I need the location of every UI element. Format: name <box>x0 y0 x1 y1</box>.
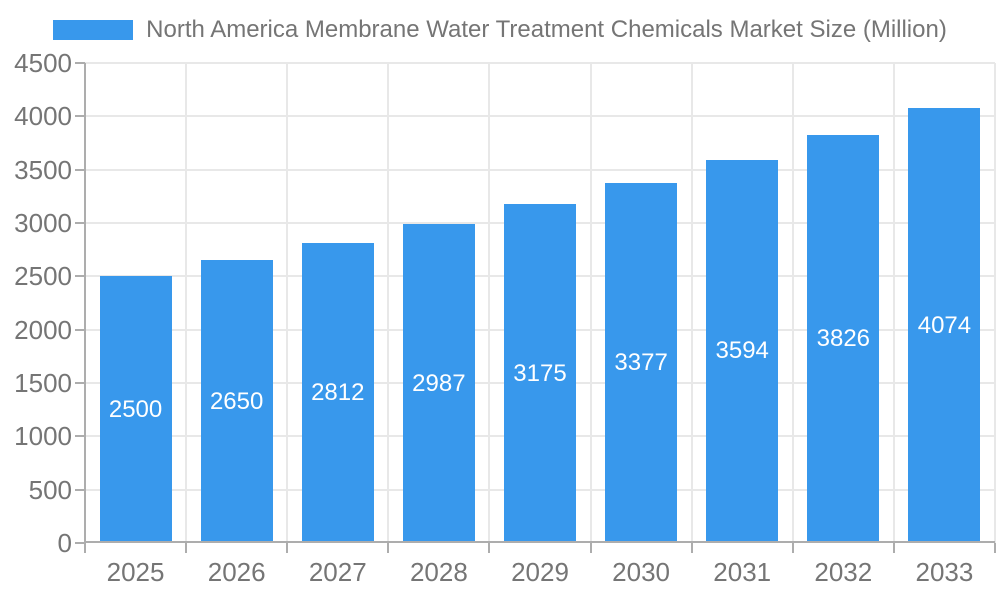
x-tick-mark <box>387 543 390 553</box>
y-tick-mark <box>75 168 85 171</box>
bar-value-label: 3826 <box>816 324 871 352</box>
bar-value-label: 2500 <box>108 395 163 423</box>
bar-value-label: 2812 <box>311 379 365 407</box>
x-tick-label: 2031 <box>713 557 772 587</box>
bar-2033[interactable] <box>908 108 981 541</box>
bar-2031[interactable] <box>706 159 779 541</box>
y-tick-mark <box>75 275 85 278</box>
y-tick-label: 4000 <box>14 101 72 132</box>
y-tick-label: 0 <box>57 528 72 558</box>
bar-2027[interactable] <box>301 243 374 541</box>
v-gridline <box>387 63 390 543</box>
x-tick-label: 2027 <box>308 557 367 587</box>
x-tick-mark <box>84 543 86 553</box>
bar-2030[interactable] <box>605 182 678 541</box>
y-tick-mark <box>75 62 85 64</box>
y-tick-mark <box>75 488 85 491</box>
x-tick-label: 2033 <box>915 557 974 587</box>
legend-swatch <box>53 20 134 40</box>
x-tick-label: 2026 <box>207 557 266 587</box>
h-gridline <box>85 168 995 171</box>
y-tick-label: 3500 <box>14 154 72 185</box>
x-tick-mark <box>185 543 188 553</box>
bar-value-label: 3377 <box>614 348 668 376</box>
y-axis-line <box>84 63 86 543</box>
x-tick-mark <box>589 543 592 553</box>
legend[interactable]: North America Membrane Water Treatment C… <box>0 16 1000 44</box>
y-tick-label: 2500 <box>14 261 72 292</box>
x-tick-mark <box>488 543 491 553</box>
bar-2028[interactable] <box>402 224 475 541</box>
bar-2029[interactable] <box>504 204 576 541</box>
x-tick-mark <box>690 543 693 553</box>
v-gridline <box>185 63 188 543</box>
bar-2025[interactable] <box>99 276 172 541</box>
x-tick-mark <box>892 543 895 553</box>
x-tick-label: 2032 <box>814 557 873 587</box>
v-gridline <box>589 63 592 543</box>
h-gridline <box>85 115 995 118</box>
y-tick-label: 500 <box>28 474 72 505</box>
v-gridline <box>488 63 491 543</box>
y-tick-label: 3000 <box>14 208 72 238</box>
y-tick-mark <box>75 115 85 118</box>
v-gridline <box>994 63 996 543</box>
v-gridline <box>286 63 289 543</box>
bar-value-label: 4074 <box>917 311 972 339</box>
x-tick-label: 2025 <box>106 557 165 587</box>
bar-value-label: 2987 <box>412 369 466 397</box>
y-tick-mark <box>75 382 85 384</box>
x-tick-label: 2030 <box>612 557 671 587</box>
v-gridline <box>791 63 794 543</box>
y-tick-label: 4500 <box>14 48 72 78</box>
y-tick-mark <box>75 435 85 438</box>
bar-value-label: 3175 <box>513 359 567 387</box>
x-tick-label: 2029 <box>511 557 569 587</box>
y-tick-label: 2000 <box>14 314 72 345</box>
v-gridline <box>892 63 895 543</box>
bar-value-label: 3594 <box>715 337 769 365</box>
x-tick-label: 2028 <box>409 557 468 587</box>
legend-label: North America Membrane Water Treatment C… <box>146 16 947 43</box>
bar-value-label: 2650 <box>209 387 264 415</box>
x-tick-mark <box>791 543 794 553</box>
bar-2026[interactable] <box>200 260 273 541</box>
y-tick-mark <box>75 222 85 224</box>
y-tick-mark <box>75 542 85 544</box>
v-gridline <box>690 63 693 543</box>
y-tick-mark <box>75 328 85 331</box>
bar-2032[interactable] <box>807 134 880 541</box>
x-axis-line <box>85 541 995 543</box>
y-tick-label: 1000 <box>14 421 72 452</box>
x-tick-mark <box>994 543 996 553</box>
h-gridline <box>85 62 995 64</box>
x-tick-mark <box>286 543 289 553</box>
y-tick-label: 1500 <box>14 368 72 398</box>
